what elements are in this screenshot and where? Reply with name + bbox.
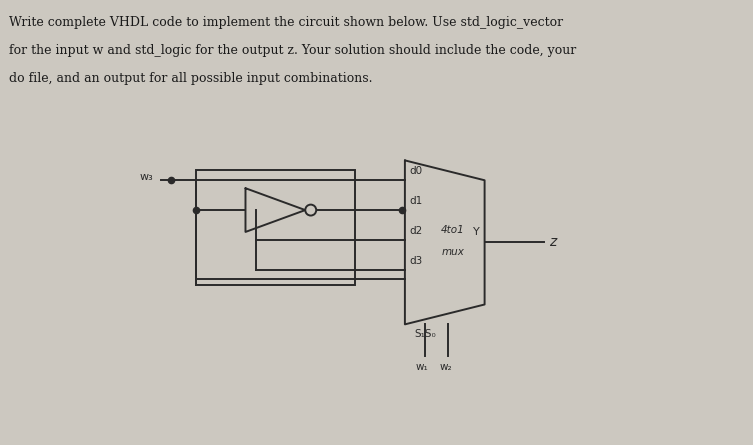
Text: mux: mux: [441, 247, 464, 257]
Text: w₃: w₃: [139, 172, 153, 182]
Text: do file, and an output for all possible input combinations.: do file, and an output for all possible …: [9, 72, 373, 85]
Text: z: z: [550, 235, 556, 249]
Text: d2: d2: [409, 226, 422, 236]
Text: d0: d0: [409, 166, 422, 176]
Text: 4to1: 4to1: [441, 226, 465, 235]
Circle shape: [305, 205, 316, 215]
Text: S₁S₀: S₁S₀: [415, 329, 437, 340]
Text: Y: Y: [473, 227, 480, 237]
Text: d3: d3: [409, 256, 422, 266]
Bar: [196, 170, 355, 285]
Text: for the input w and std_logic for the output z. Your solution should include the: for the input w and std_logic for the ou…: [9, 44, 577, 57]
Text: d1: d1: [409, 196, 422, 206]
Text: w₁: w₁: [416, 362, 428, 372]
Text: Write complete VHDL code to implement the circuit shown below. Use std_logic_vec: Write complete VHDL code to implement th…: [9, 16, 563, 29]
Text: w₂: w₂: [440, 362, 452, 372]
